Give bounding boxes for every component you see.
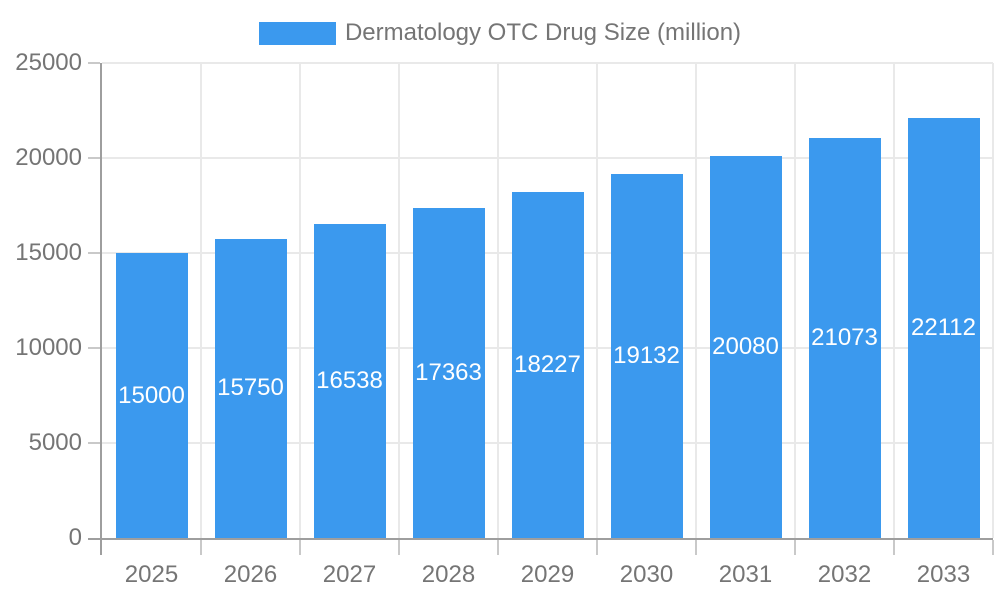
bar-2029[interactable] [511, 191, 584, 538]
legend-swatch-icon [258, 21, 336, 45]
x-axis-tick [992, 540, 994, 555]
bar-2026[interactable] [214, 238, 287, 538]
bar-value-label: 15000 [118, 381, 185, 409]
x-axis-label: 2029 [520, 561, 575, 588]
x-axis-label: 2031 [718, 561, 773, 588]
bar-2031[interactable] [709, 156, 782, 538]
x-axis-tick [398, 540, 400, 555]
x-axis-tick [497, 540, 499, 555]
x-axis-label: 2032 [817, 561, 872, 588]
y-axis-label: 5000 [28, 429, 82, 456]
bar-value-label: 18227 [514, 350, 581, 378]
gridline-vertical [299, 63, 301, 538]
y-axis-tick [88, 157, 100, 159]
gridline-vertical [794, 63, 796, 538]
y-axis-label: 0 [68, 524, 82, 551]
gridline-vertical [596, 63, 598, 538]
bar-value-label: 21073 [811, 323, 878, 351]
gridline-horizontal [102, 157, 993, 159]
gridline-vertical [992, 63, 994, 538]
y-axis-label: 25000 [15, 49, 82, 76]
y-axis-label: 10000 [15, 334, 82, 361]
bar-2028[interactable] [412, 208, 485, 538]
y-axis-line [100, 63, 102, 555]
gridline-vertical [893, 63, 895, 538]
gridline-vertical [398, 63, 400, 538]
legend-label: Dermatology OTC Drug Size (million) [344, 19, 742, 46]
bar-value-label: 17363 [415, 359, 482, 387]
x-axis-line [88, 538, 993, 540]
x-axis-label: 2027 [322, 561, 377, 588]
y-axis-tick [88, 252, 100, 254]
bar-2027[interactable] [313, 223, 386, 538]
gridline-vertical [497, 63, 499, 538]
x-axis-label: 2030 [619, 561, 674, 588]
bar-value-label: 19132 [613, 342, 680, 370]
bar-2033[interactable] [907, 117, 980, 538]
x-axis-tick [299, 540, 301, 555]
y-axis-tick [88, 62, 100, 64]
bar-value-label: 22112 [911, 313, 976, 341]
gridline-vertical [695, 63, 697, 538]
gridline-horizontal [102, 62, 993, 64]
x-axis-tick [794, 540, 796, 555]
x-axis-label: 2025 [124, 561, 179, 588]
x-axis-label: 2026 [223, 561, 278, 588]
bar-value-label: 20080 [712, 333, 779, 361]
bar-value-label: 16538 [316, 366, 383, 394]
x-axis-tick [695, 540, 697, 555]
legend-item[interactable]: Dermatology OTC Drug Size (million) [0, 19, 1000, 46]
x-axis-tick [596, 540, 598, 555]
bar-2032[interactable] [808, 137, 881, 538]
y-axis-tick [88, 442, 100, 444]
x-axis-tick [893, 540, 895, 555]
y-axis-label: 20000 [15, 144, 82, 171]
bar-value-label: 15750 [217, 374, 284, 402]
bar-2030[interactable] [610, 174, 683, 538]
gridline-vertical [200, 63, 202, 538]
y-axis-label: 15000 [15, 239, 82, 266]
x-axis-tick [200, 540, 202, 555]
x-axis-label: 2028 [421, 561, 476, 588]
x-axis-label: 2033 [916, 561, 971, 588]
y-axis-tick [88, 347, 100, 349]
bar-2025[interactable] [115, 253, 188, 538]
